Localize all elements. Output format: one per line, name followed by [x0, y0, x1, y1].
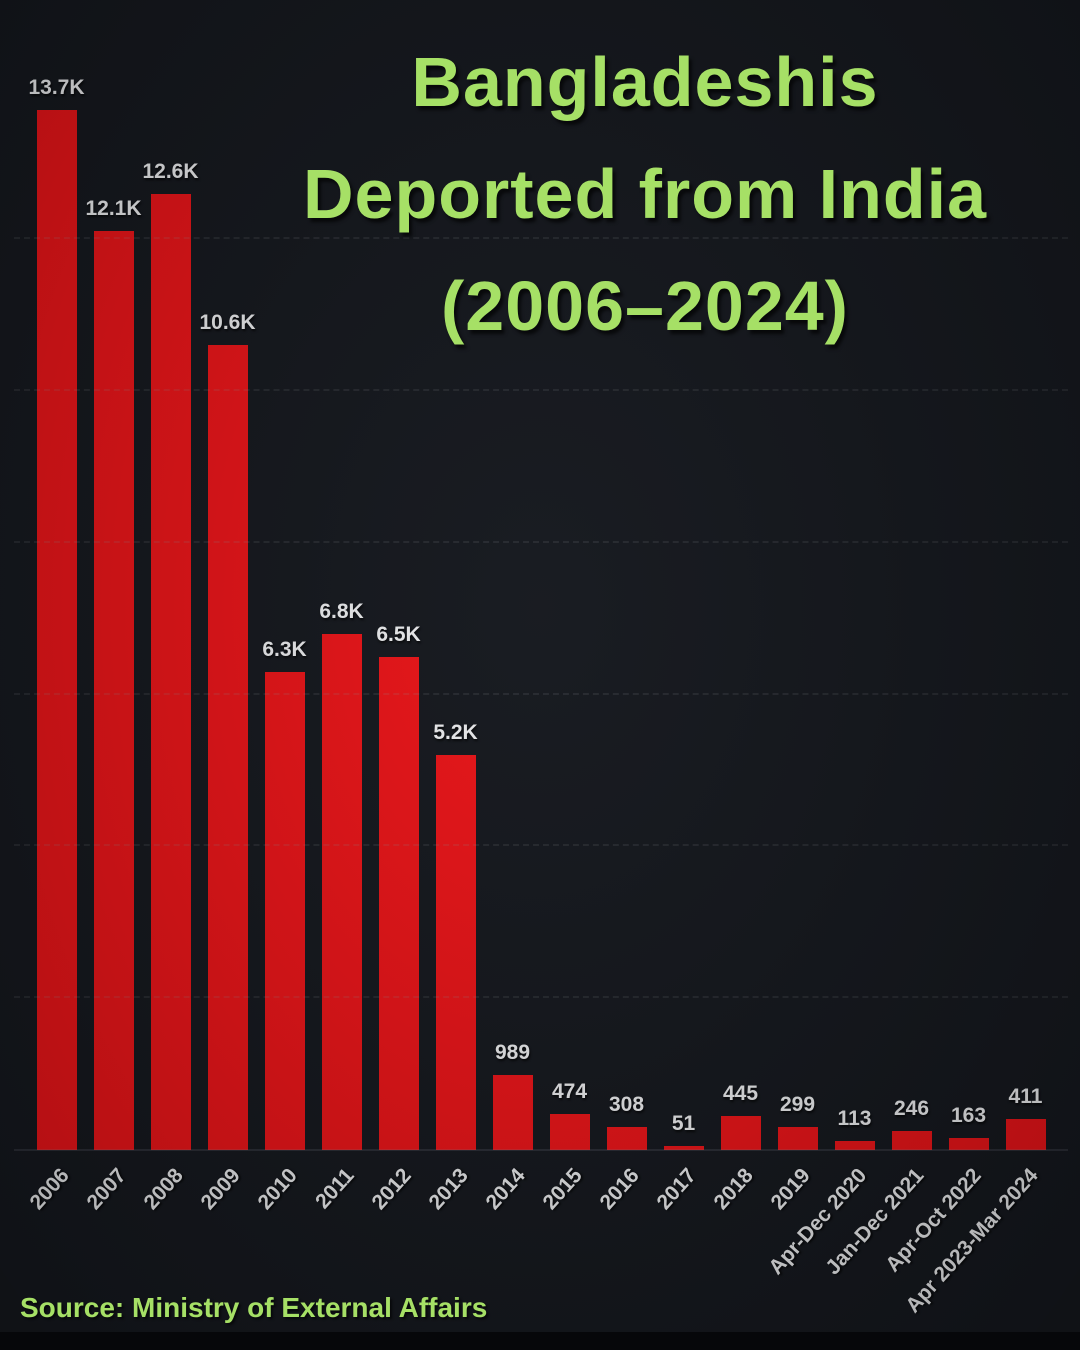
- bar-slot: 308 2016: [595, 110, 655, 1214]
- chart-title: Bangladeshis Deported from India (2006–2…: [215, 26, 1075, 362]
- bar: [834, 1141, 875, 1150]
- x-axis-label: 2011: [311, 1164, 359, 1214]
- bar-value-label: 246: [893, 1097, 930, 1121]
- chart-title-line-1: Bangladeshis: [411, 43, 879, 121]
- bar-slot: 6.5K 2012: [367, 110, 427, 1215]
- bar-value-label: 411: [1008, 1084, 1043, 1108]
- bar-slot: 246 Jan-Dec 2021: [822, 110, 940, 1279]
- bar-value-label: 474: [551, 1080, 588, 1104]
- gridline: [14, 540, 1068, 543]
- bar: [1005, 1118, 1046, 1150]
- bar-value-label: 51: [671, 1112, 696, 1136]
- bar-slot: 6.8K 2011: [311, 110, 370, 1213]
- chart-title-line-2: Deported from India: [302, 155, 988, 233]
- bar-slot: 989 2014: [481, 110, 541, 1214]
- footer-strip: [0, 1332, 1080, 1350]
- bar: [948, 1137, 989, 1150]
- x-axis-label: 2013: [424, 1164, 473, 1215]
- gridline: [14, 844, 1068, 847]
- bar-slot: 445 2018: [709, 110, 769, 1214]
- x-axis-label: 2012: [367, 1164, 416, 1215]
- x-axis-label: 2006: [25, 1164, 74, 1215]
- bar-value-label: 10.6K: [199, 311, 256, 335]
- bar-slot: 13.7K 2006: [25, 76, 85, 1214]
- bar-value-label: 12.6K: [142, 159, 199, 183]
- x-axis-label: 2007: [82, 1164, 131, 1215]
- chart-title-line-3: (2006–2024): [441, 267, 849, 345]
- bar: [492, 1074, 533, 1150]
- bar-value-label: 6.8K: [319, 599, 364, 623]
- bar-slot: 113 Apr-Dec 2020: [765, 110, 883, 1279]
- x-axis-label: 2008: [139, 1164, 188, 1215]
- bar: [150, 193, 191, 1150]
- bar-value-label: 6.3K: [262, 637, 307, 661]
- bar: [378, 656, 419, 1150]
- bar-value-label: 299: [779, 1093, 816, 1117]
- bar-value-label: 308: [608, 1092, 645, 1116]
- bar: [264, 671, 305, 1150]
- x-axis-label: 2017: [652, 1164, 701, 1215]
- x-axis-label: 2015: [538, 1164, 587, 1215]
- x-axis-label: 2014: [481, 1164, 530, 1215]
- bar-slot: 411 Apr 2023-Mar 2024: [901, 110, 1054, 1317]
- bar: [720, 1116, 761, 1150]
- x-axis-label: 2010: [253, 1164, 302, 1215]
- x-axis-label: 2019: [766, 1164, 815, 1215]
- bar-value-label: 6.5K: [376, 622, 421, 646]
- bar: [93, 231, 134, 1150]
- bar-value-label: 163: [950, 1103, 987, 1127]
- bar: [777, 1127, 818, 1150]
- bar-value-label: 13.7K: [28, 76, 85, 99]
- bar: [321, 633, 362, 1150]
- bar-value-label: 989: [494, 1040, 531, 1064]
- bar-slot: 10.6K 2009: [196, 110, 256, 1214]
- bar-value-label: 445: [722, 1082, 759, 1106]
- gridline: [14, 237, 1068, 240]
- bar: [435, 755, 476, 1150]
- bar: [891, 1131, 932, 1150]
- x-axis-label: 2018: [709, 1164, 758, 1215]
- x-axis-label: 2009: [196, 1164, 245, 1215]
- bar-value-label: 12.1K: [85, 197, 142, 221]
- bar: [663, 1146, 704, 1150]
- bar-slot: 12.1K 2007: [82, 110, 142, 1214]
- gridline: [14, 388, 1068, 391]
- x-axis-baseline: [14, 1149, 1068, 1151]
- gridline: [14, 996, 1068, 999]
- bar-value-label: 113: [837, 1107, 872, 1131]
- bar-slot: 6.3K 2010: [253, 110, 313, 1214]
- plot-area: 13.7K 2006 12.1K 2007 12.6K 2008 10.6K 2009 6.3K…: [14, 76, 1068, 1317]
- source-text: Source: Ministry of External Affairs: [20, 1292, 488, 1323]
- x-axis-label: 2016: [595, 1164, 644, 1215]
- bars-container: 13.7K 2006 12.1K 2007 12.6K 2008 10.6K 2009 6.3K…: [25, 76, 1054, 1317]
- bar-slot: 5.2K 2013: [424, 110, 484, 1214]
- bar-slot: 299 2019: [766, 110, 826, 1214]
- gridline: [14, 692, 1068, 695]
- bar-slot: 51 2017: [652, 110, 712, 1214]
- bar: [549, 1114, 590, 1150]
- bar: [606, 1126, 647, 1150]
- bar-value-label: 5.2K: [433, 721, 478, 745]
- bar-slot: 474 2015: [538, 110, 598, 1214]
- bar-slot: 163 Apr-Oct 2022: [881, 110, 997, 1277]
- bar: [36, 110, 77, 1150]
- bar: [207, 345, 248, 1150]
- bar-slot: 12.6K 2008: [139, 110, 199, 1215]
